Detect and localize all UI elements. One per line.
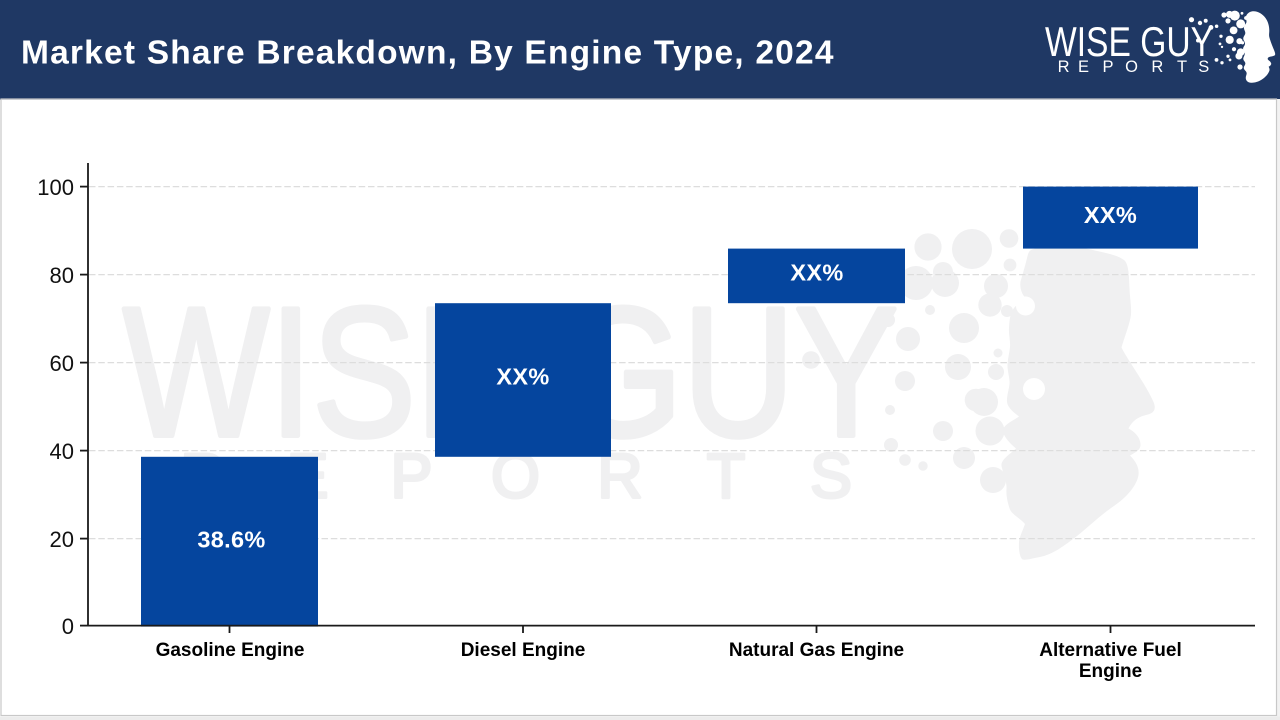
svg-text:Diesel Engine: Diesel Engine <box>461 640 586 661</box>
svg-text:20: 20 <box>50 527 74 552</box>
svg-text:38.6%: 38.6% <box>197 527 265 553</box>
svg-text:S: S <box>810 442 852 512</box>
svg-text:XX%: XX% <box>1084 202 1137 228</box>
svg-text:60: 60 <box>50 351 74 376</box>
svg-text:100: 100 <box>37 175 74 200</box>
svg-text:Engine: Engine <box>1079 661 1142 682</box>
svg-text:Alternative Fuel: Alternative Fuel <box>1039 640 1182 661</box>
svg-text:T: T <box>707 442 745 512</box>
svg-text:Gasoline Engine: Gasoline Engine <box>156 640 305 661</box>
svg-text:P: P <box>390 442 432 512</box>
svg-text:Natural Gas Engine: Natural Gas Engine <box>729 640 904 661</box>
svg-text:Market Share Breakdown, By Eng: Market Share Breakdown, By Engine Type, … <box>21 35 835 72</box>
svg-text:80: 80 <box>50 263 74 288</box>
svg-text:XX%: XX% <box>496 364 549 390</box>
svg-text:40: 40 <box>50 439 74 464</box>
svg-text:XX%: XX% <box>790 260 843 286</box>
svg-text:0: 0 <box>62 614 74 639</box>
